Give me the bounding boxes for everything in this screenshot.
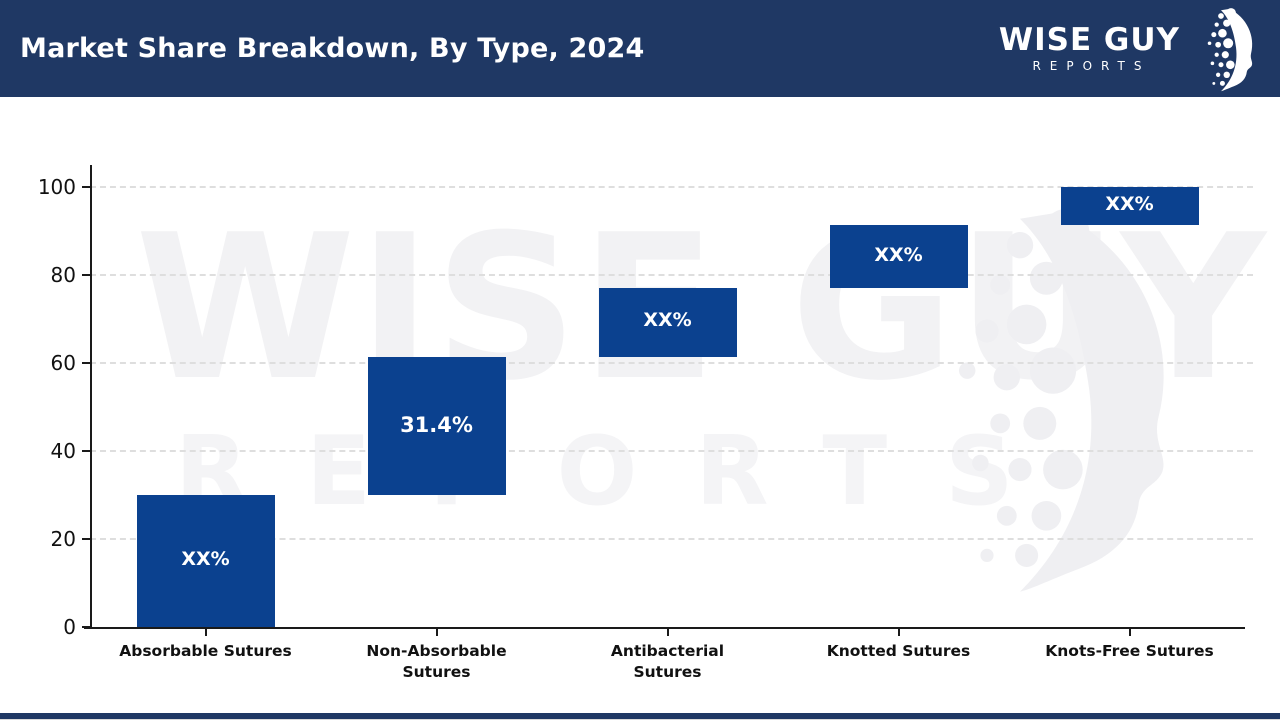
chart-bar <box>829 225 968 288</box>
bar-value-label: 31.4% <box>400 412 473 437</box>
y-gridline <box>90 186 1253 188</box>
bar-value-label: XX% <box>1105 193 1154 216</box>
chart-title: Market Share Breakdown, By Type, 2024 <box>20 33 645 64</box>
bar-value-label: XX% <box>874 243 923 266</box>
logo-name-text: WISE GUY <box>998 22 1180 58</box>
footer-bar <box>0 713 1280 719</box>
y-gridline <box>90 274 1253 276</box>
y-axis-line <box>90 165 92 629</box>
x-axis-tick-mark <box>897 629 900 636</box>
chart-bar <box>598 287 737 357</box>
x-axis-tick-mark <box>1128 629 1131 636</box>
y-axis-tick-label: 20 <box>50 527 76 551</box>
y-axis-tick-label: 40 <box>50 439 76 463</box>
dotted-face-logo-icon <box>1207 7 1253 91</box>
y-axis-tick-label: 100 <box>37 175 76 199</box>
x-axis-tick-mark <box>435 629 438 636</box>
chart-bar <box>1060 187 1199 226</box>
y-axis-tick-mark <box>82 538 90 540</box>
plot-area: WISE GUY REPORTS 0 20 40 60 80 100 XX% Absorbab… <box>0 97 1280 714</box>
y-axis-tick-mark <box>82 186 90 188</box>
watermark-text-sub: REPORTS <box>175 417 1072 527</box>
x-axis-tick-mark <box>204 629 207 636</box>
y-gridline <box>90 450 1253 452</box>
logo-wordmark: WISE GUY REPORTS <box>998 22 1180 73</box>
bar-value-label: XX% <box>181 548 230 570</box>
chart-bar <box>367 356 506 495</box>
y-gridline <box>90 362 1253 364</box>
y-axis-tick-label: 0 <box>63 615 76 639</box>
x-axis-line <box>84 627 1245 629</box>
header-banner: Market Share Breakdown, By Type, 2024 WI… <box>0 0 1280 97</box>
y-axis-tick-mark <box>82 274 90 276</box>
x-axis-tick-mark <box>666 629 669 636</box>
x-axis-category-label: Absorbable Sutures <box>119 642 292 660</box>
logo-sub-text: REPORTS <box>1032 59 1151 73</box>
x-axis-category-label: Knots-Free Sutures <box>1045 642 1214 660</box>
x-axis-category-label: Knotted Sutures <box>826 642 971 660</box>
y-gridline <box>90 538 1253 540</box>
y-axis-tick-mark <box>82 450 90 452</box>
x-axis-category-label: Non-Absorbable Sutures <box>366 642 507 681</box>
y-axis-tick-label: 60 <box>50 351 76 375</box>
y-axis-tick-mark <box>82 362 90 364</box>
wise-guy-reports-logo: WISE GUY REPORTS <box>999 6 1260 92</box>
chart-bar <box>136 495 275 627</box>
bar-value-label: XX% <box>643 309 692 332</box>
x-axis-category-label: Antibacterial Sutures <box>610 642 725 681</box>
y-axis-tick-label: 80 <box>50 263 76 287</box>
